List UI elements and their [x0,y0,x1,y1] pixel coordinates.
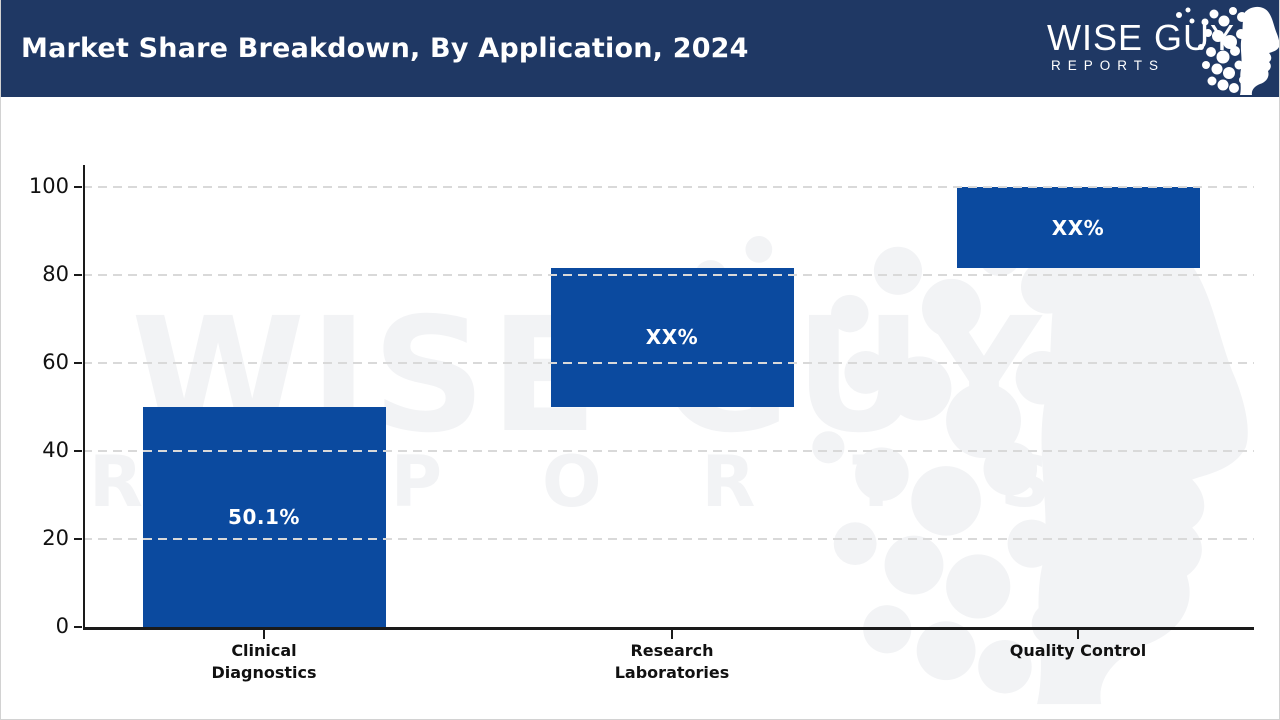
category-label: Clinical Diagnostics [211,641,317,682]
bar-segment: 50.1% [142,406,386,627]
x-tick [1076,629,1080,639]
bar-value-label: XX% [1051,215,1105,240]
gridline [82,449,1254,453]
bar-segment: XX% [550,268,794,407]
page-title: Market Share Breakdown, By Application, … [21,33,749,64]
y-tick-label: 20 [42,526,69,550]
y-tick-label: 60 [42,350,69,374]
y-tick-label: 100 [28,174,69,198]
y-tick-label: 40 [42,438,69,462]
gridline [82,273,1254,277]
y-tick-label: 80 [42,262,69,286]
x-axis [82,627,1254,630]
wiseguy-reports-logo: WISE GUY REPORTS [1047,6,1279,96]
bar-value-label: 50.1% [228,504,300,529]
y-tick [73,185,82,189]
category-label: Quality Control [1009,641,1147,660]
y-axis [82,165,85,630]
bar-value-label: XX% [645,325,699,350]
bar-segment: XX% [956,187,1200,269]
x-tick [262,629,266,639]
logo-subtitle: REPORTS [1051,58,1165,73]
y-tick [73,273,82,277]
y-tick [73,625,82,629]
x-tick [670,629,674,639]
gridline [82,537,1254,541]
y-tick [73,537,82,541]
header: Market Share Breakdown, By Application, … [1,0,1279,97]
y-tick [73,449,82,453]
y-tick [73,361,82,365]
gridline [82,361,1254,365]
gridline [82,185,1254,189]
y-tick-label: 0 [55,614,69,638]
category-label: Research Laboratories [614,641,730,682]
